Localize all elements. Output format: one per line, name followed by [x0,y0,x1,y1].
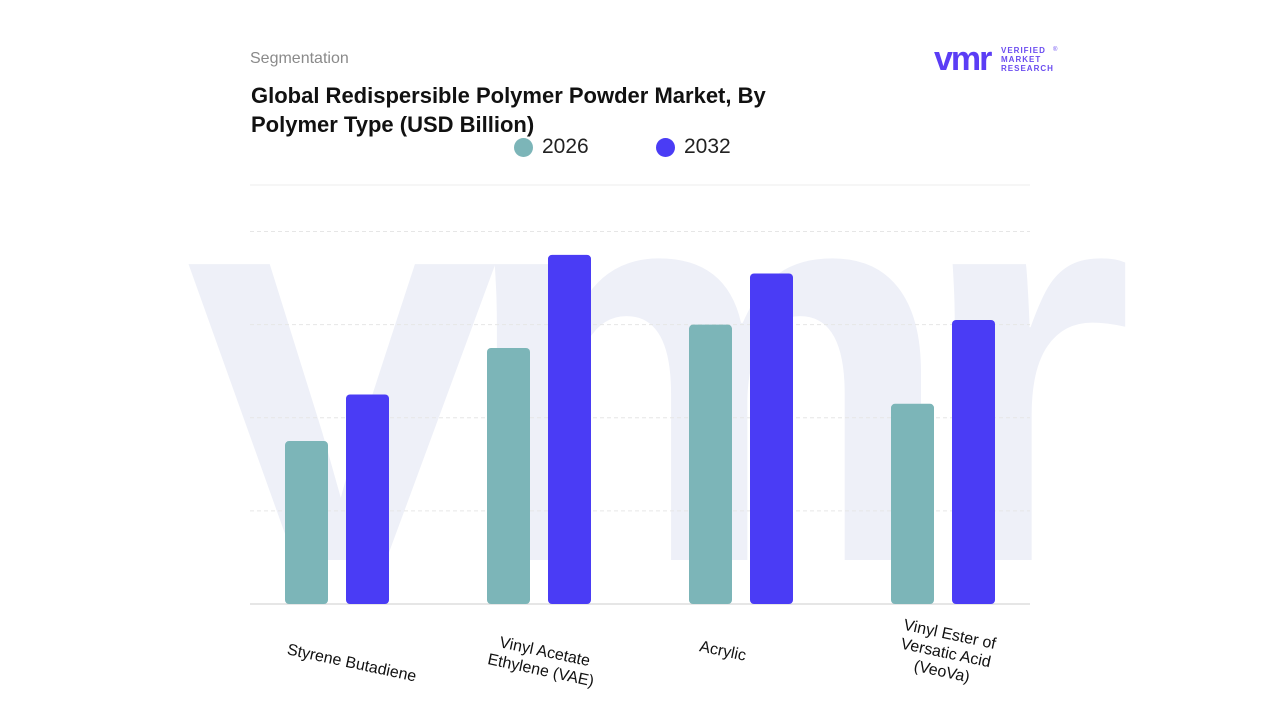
legend-swatch-2032 [656,137,675,157]
brand-logo: vmr VERIFIED ® MARKET RESEARCH [934,40,1064,78]
logo-line-1: VERIFIED [1001,46,1046,55]
legend-swatch-2026 [514,137,533,157]
logo-line-2: MARKET [1001,55,1041,64]
bar-2026-0 [285,441,328,604]
logo-line-3: RESEARCH [1001,64,1054,73]
legend-label-2026: 2026 [542,135,589,158]
legend-item-2032: 2032 [656,135,731,159]
bar-2032-2 [750,273,793,604]
bar-2032-1 [548,254,591,605]
legend-label-2032: 2032 [684,135,731,158]
chart-title: Global Redispersible Polymer Powder Mark… [251,83,766,137]
logo-mark: vmr [934,44,992,76]
bar-2026-1 [487,347,530,604]
legend-item-2026: 2026 [514,135,589,159]
segment-label: Segmentation [250,50,349,67]
bar-2026-3 [891,403,934,604]
bar-2032-3 [952,320,995,604]
logo-registered: ® [1053,46,1058,53]
bar-2026-2 [689,324,732,604]
bar-2032-0 [346,394,389,604]
bars [285,254,995,605]
